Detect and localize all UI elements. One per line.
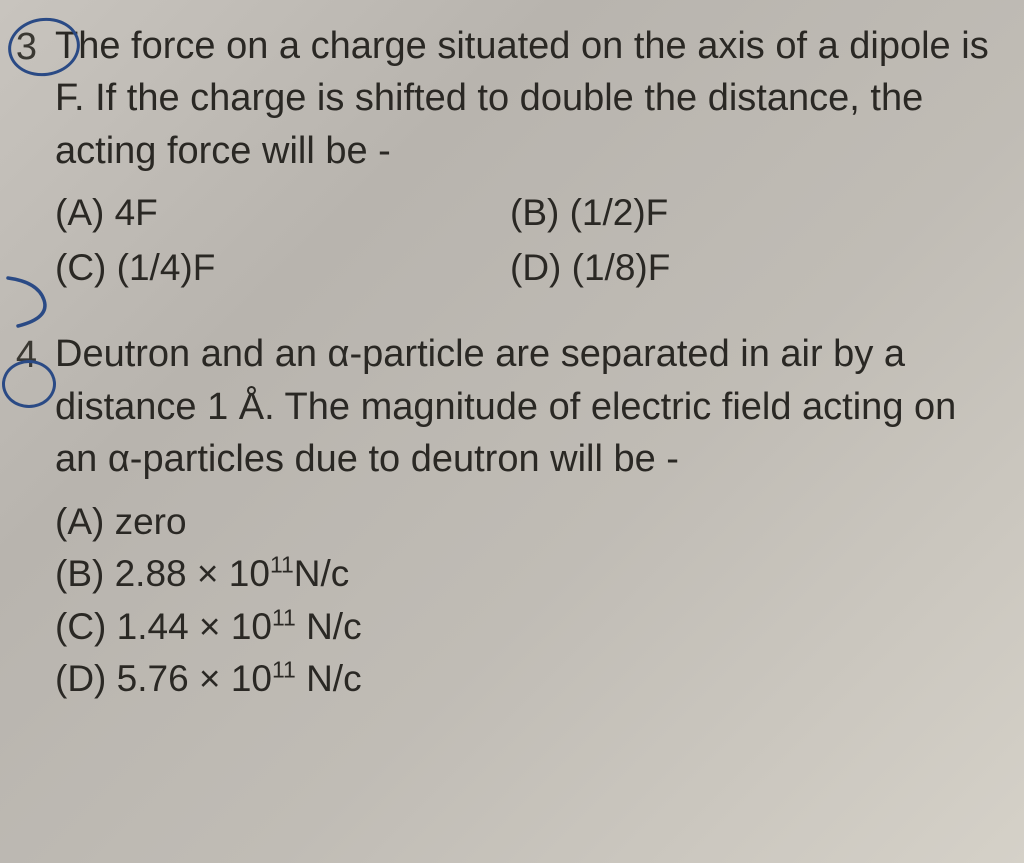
options-group: (A) 4F (B) (1/2)F (C) (1/4)F (D) (1/8)F [55, 187, 994, 294]
question-body: Deutron and an α-particle are separated … [55, 328, 994, 705]
question-4: 4 Deutron and an α-particle are separate… [0, 328, 994, 705]
alpha-symbol: α [108, 438, 130, 480]
opt-sup: 11 [272, 604, 296, 630]
option-c: (C) (1/4)F [55, 242, 510, 295]
option-a: (A) 4F [55, 187, 510, 240]
question-text: Deutron and an α-particle are separated … [55, 328, 994, 485]
opt-pre: (B) 2.88 × 10 [55, 553, 270, 594]
text-part: Deutron and an [55, 333, 328, 375]
alpha-symbol: α [328, 333, 350, 375]
option-b: (B) (1/2)F [510, 187, 668, 240]
opt-post: N/c [296, 658, 362, 699]
option-row: (A) 4F (B) (1/2)F [55, 187, 994, 240]
question-3: 3 The force on a charge situated on the … [0, 20, 994, 296]
text-part: -particles due to deutron will be - [130, 438, 679, 480]
option-c: (C) 1.44 × 1011 N/c [55, 601, 994, 654]
question-number: 3 [0, 20, 55, 73]
option-row: (C) (1/4)F (D) (1/8)F [55, 242, 994, 295]
question-text: The force on a charge situated on the ax… [55, 20, 994, 177]
question-body: The force on a charge situated on the ax… [55, 20, 994, 296]
opt-pre: (C) 1.44 × 10 [55, 606, 272, 647]
opt-sup: 11 [272, 657, 296, 683]
option-d: (D) (1/8)F [510, 242, 670, 295]
opt-sup: 11 [270, 552, 294, 578]
option-b: (B) 2.88 × 1011N/c [55, 548, 994, 601]
option-d: (D) 5.76 × 1011 N/c [55, 653, 994, 706]
opt-pre: (D) 5.76 × 10 [55, 658, 272, 699]
opt-post: N/c [294, 553, 350, 594]
opt-post: N/c [296, 606, 362, 647]
question-number: 4 [0, 328, 55, 381]
options-group: (A) zero (B) 2.88 × 1011N/c (C) 1.44 × 1… [55, 496, 994, 706]
option-a: (A) zero [55, 496, 994, 549]
